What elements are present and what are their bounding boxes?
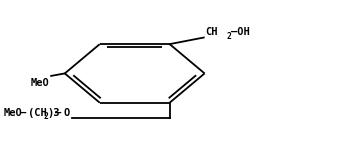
Text: O: O	[63, 108, 70, 118]
Text: MeO: MeO	[31, 78, 49, 88]
Text: —: —	[20, 108, 26, 118]
Text: )3: )3	[48, 108, 60, 118]
Text: 2: 2	[44, 112, 48, 121]
Text: MeO: MeO	[3, 108, 22, 118]
Text: —: —	[55, 108, 61, 118]
Text: 2: 2	[226, 32, 231, 41]
Text: —OH: —OH	[231, 27, 249, 37]
Text: (CH: (CH	[28, 108, 47, 118]
Text: CH: CH	[205, 27, 218, 37]
